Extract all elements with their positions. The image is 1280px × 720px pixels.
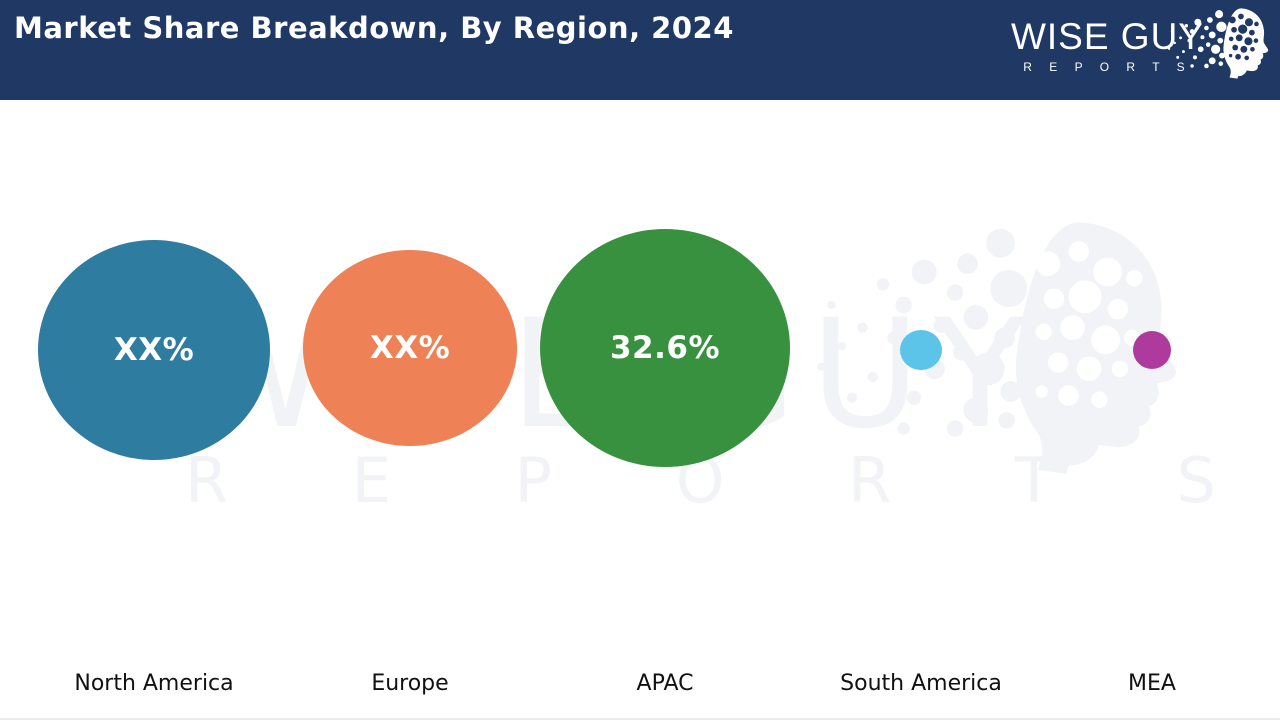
category-label-south-america: South America — [840, 671, 1002, 696]
bubble-apac: 32.6% — [540, 229, 790, 467]
logo-text: WISE GUY R E P O R T S — [1010, 16, 1204, 74]
category-label-north-america: North America — [74, 671, 234, 696]
brand-logo: WISE GUY R E P O R T S — [1011, 0, 1280, 100]
category-label-apac: APAC — [636, 671, 694, 696]
bubble-mea — [1133, 331, 1171, 369]
header: Market Share Breakdown, By Region, 2024 … — [0, 0, 1280, 100]
bubble-south-america — [900, 330, 942, 370]
logo-wordmark: WISE GUY — [1010, 16, 1204, 57]
bottom-divider — [0, 718, 1280, 720]
bubble-value-label: XX% — [113, 332, 195, 368]
category-label-mea: MEA — [1128, 671, 1176, 696]
logo-subtext: R E P O R T S — [1023, 59, 1192, 74]
category-label-europe: Europe — [371, 671, 449, 696]
bubble-north-america: XX% — [38, 240, 270, 460]
bubble-value-label: 32.6% — [609, 330, 721, 366]
page-title: Market Share Breakdown, By Region, 2024 — [14, 11, 734, 45]
bubble-value-label: XX% — [369, 330, 451, 366]
bubble-europe: XX% — [303, 250, 517, 446]
